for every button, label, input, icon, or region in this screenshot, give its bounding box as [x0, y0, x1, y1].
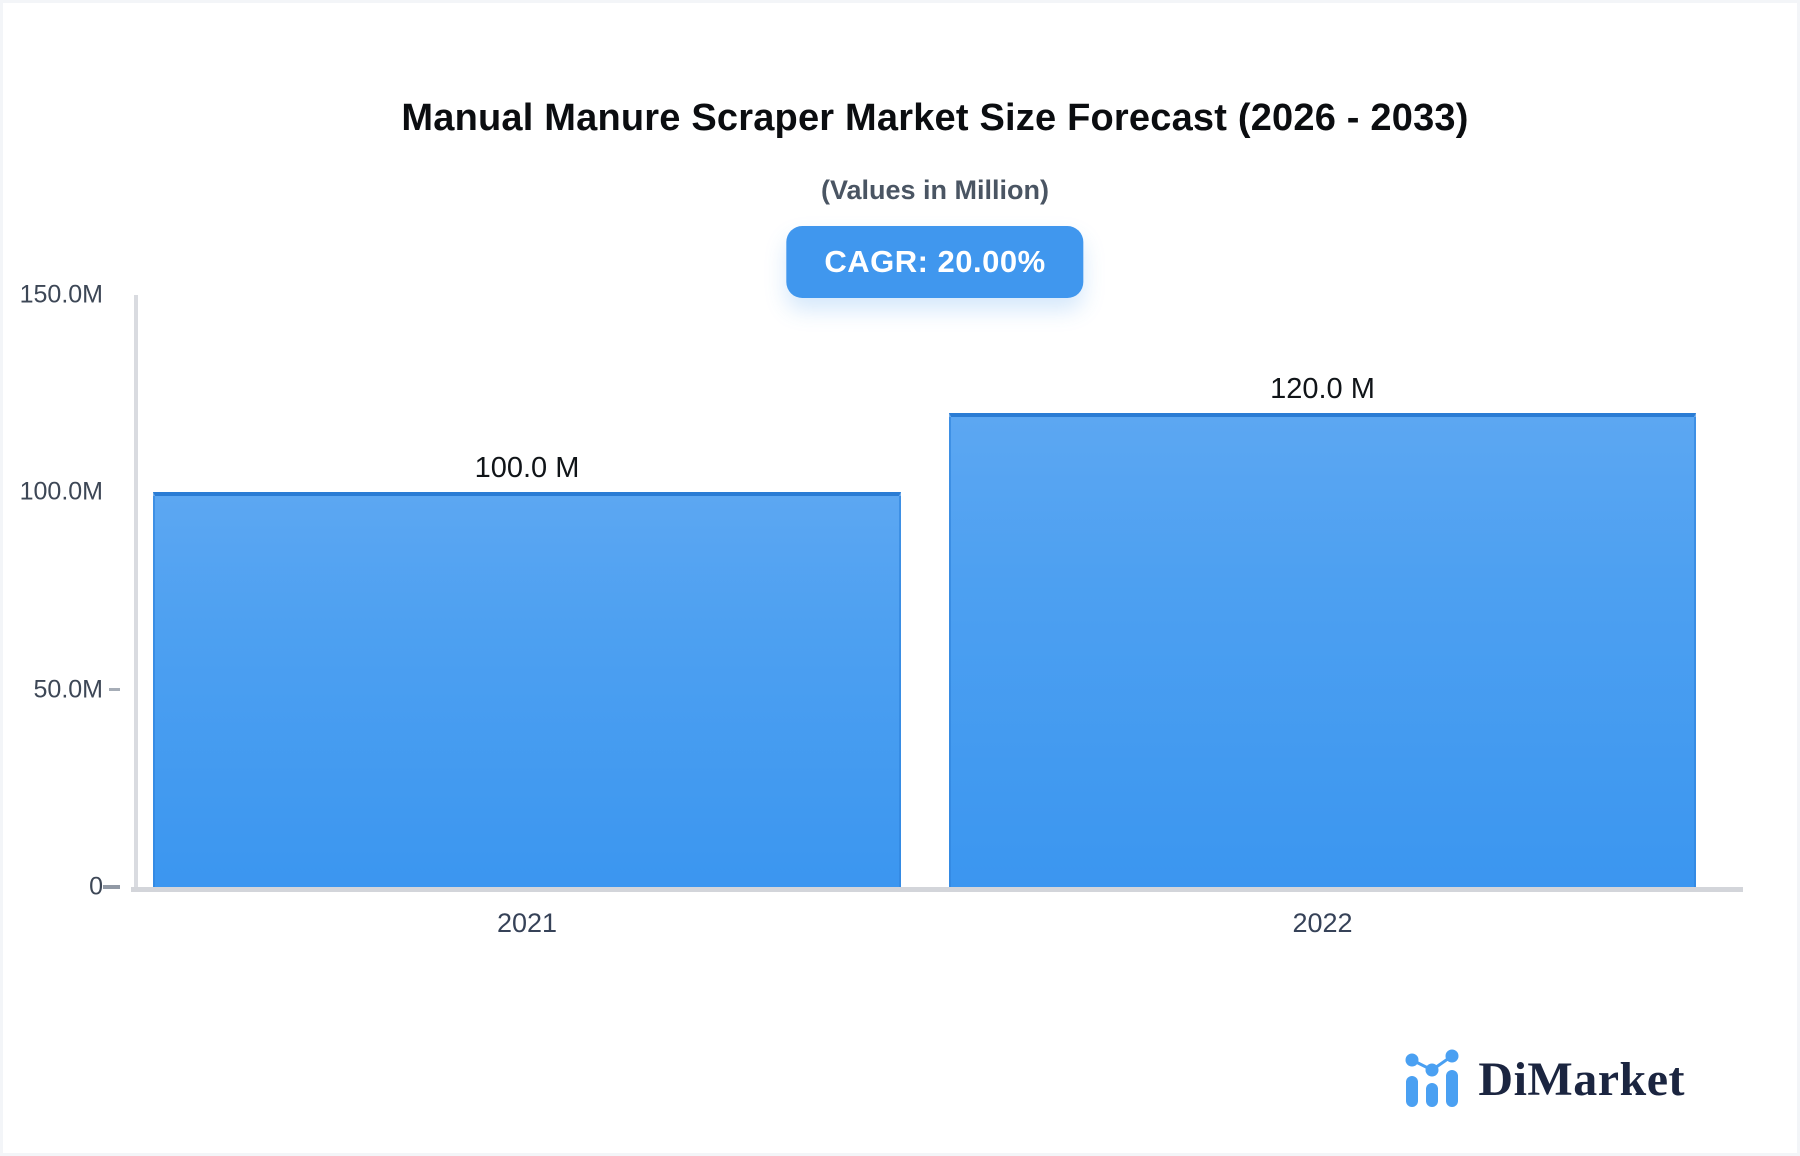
x-axis-label-2021: 2021: [496, 908, 558, 938]
logo-text: DiMarket: [1478, 1052, 1685, 1106]
dimarket-logo: DiMarket: [1402, 1049, 1685, 1109]
y-axis-tick-label: 50.0M: [33, 675, 103, 704]
bar-2021: 100.0 M: [153, 452, 901, 887]
y-axis-tick-label: 150.0M: [19, 280, 103, 309]
bar-group-2021: 100.0 M 2021: [153, 295, 901, 938]
plot-area: 100.0 M 2021 120.0 M 2022: [134, 295, 1743, 938]
y-axis-tick-label: 0: [89, 872, 103, 901]
y-axis-tick-label: 100.0M: [19, 477, 103, 506]
bar-chart-logo-icon: [1402, 1049, 1464, 1109]
y-axis-tick-mark: [103, 885, 120, 889]
y-axis-tick-mark: [109, 688, 120, 691]
bar-value-label: 100.0 M: [474, 452, 580, 484]
y-axis-line: [134, 295, 138, 887]
bar-group-2022: 120.0 M 2022: [949, 295, 1696, 938]
x-axis-line: [131, 887, 1743, 892]
chart-subtitle: (Values in Million): [820, 175, 1050, 205]
cagr-badge: CAGR: 20.00%: [786, 226, 1084, 298]
y-axis: 150.0M 100.0M 50.0M 0: [3, 281, 134, 901]
bar-2022: 120.0 M: [949, 373, 1696, 887]
bar-value-label: 120.0 M: [1270, 373, 1375, 405]
chart-title: Manual Manure Scraper Market Size Foreca…: [401, 97, 1469, 139]
x-axis-label-2022: 2022: [1292, 908, 1353, 938]
